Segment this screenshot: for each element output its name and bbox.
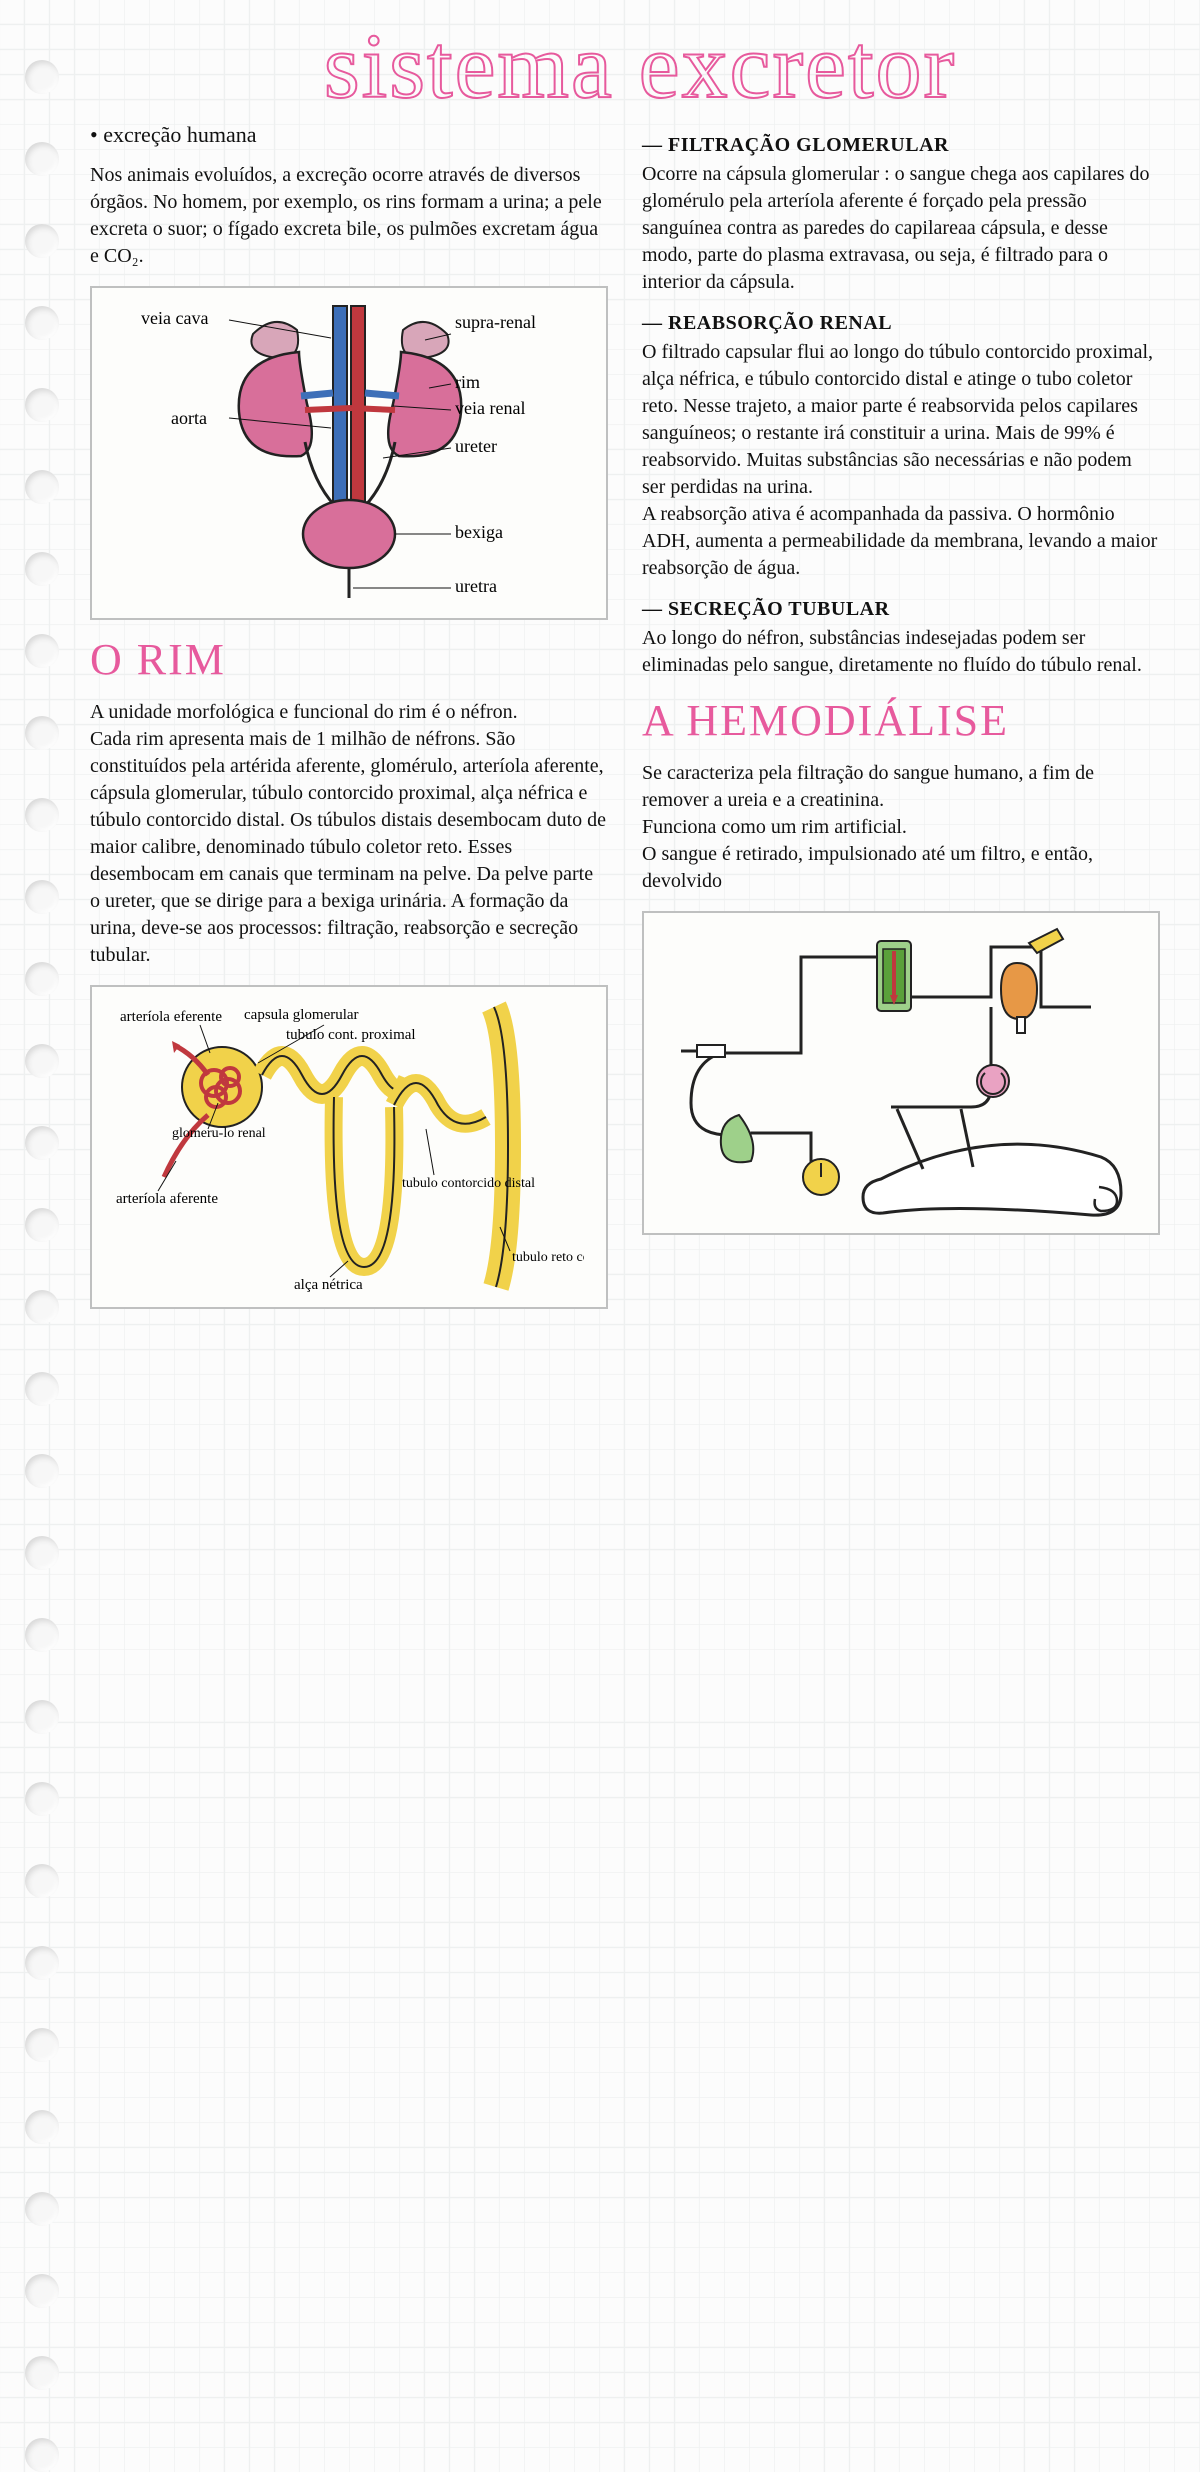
paragraph-hemodialise: Se caracteriza pela filtração do sangue …	[642, 760, 1160, 895]
label-capsula: capsula glomerular	[244, 1007, 359, 1023]
label-veia-cava: veia cava	[141, 308, 208, 328]
label-art-eferente: arteríola eferente	[120, 1009, 222, 1025]
content-columns: • excreção humana Nos animais evoluídos,…	[90, 122, 1160, 1323]
figure-urinary-system: veia cava aorta supra-renal rim veia ren…	[90, 286, 608, 620]
figure-hemodialysis	[642, 911, 1160, 1235]
subhead-filtracao: — FILTRAÇÃO GLOMERULAR	[642, 134, 1160, 157]
label-veia-renal: veia renal	[455, 398, 525, 418]
spiral-holes	[25, 60, 59, 2472]
left-column: • excreção humana Nos animais evoluídos,…	[90, 122, 608, 1323]
label-bexiga: bexiga	[455, 522, 503, 542]
paragraph-filtracao: Ocorre na cápsula glomerular : o sangue …	[642, 161, 1160, 296]
figure-nephron: arteríola eferente capsula glomerular tu…	[90, 985, 608, 1309]
right-column: — FILTRAÇÃO GLOMERULAR Ocorre na cápsula…	[642, 122, 1160, 1323]
subhead-secrecao: — SECREÇÃO TUBULAR	[642, 598, 1160, 621]
label-supra-renal: supra-renal	[455, 312, 536, 332]
subhead-reabsorcao: — REABSORÇÃO RENAL	[642, 312, 1160, 335]
page-title: sistema excretor	[100, 20, 1180, 112]
intro-paragraph: Nos animais evoluídos, a excreção ocorre…	[90, 162, 608, 270]
label-rim: rim	[455, 372, 480, 392]
paragraph-rim: A unidade morfológica e funcional do rim…	[90, 699, 608, 969]
label-uretra: uretra	[455, 576, 497, 596]
label-tub-distal: tubulo contorcido distal	[402, 1176, 535, 1191]
paragraph-secrecao: Ao longo do néfron, substâncias indeseja…	[642, 625, 1160, 679]
label-glomerulo: glomeru-lo renal	[172, 1126, 266, 1141]
paragraph-reabsorcao: O filtrado capsular flui ao longo do túb…	[642, 339, 1160, 582]
label-art-aferente: arteríola aferente	[116, 1191, 218, 1207]
bullet-excrecao: • excreção humana	[90, 122, 608, 148]
label-alca: alça nétrica	[294, 1277, 363, 1293]
hemodialysis-svg	[661, 923, 1141, 1223]
label-aorta: aorta	[171, 408, 207, 428]
label-tub-coletor: tubulo reto coletor	[512, 1250, 584, 1265]
heading-hemodialise: A HEMODIÁLISE	[642, 695, 1160, 746]
heading-o-rim: O RIM	[90, 634, 608, 685]
nephron-svg: arteríola eferente capsula glomerular tu…	[114, 997, 584, 1297]
label-tub-proximal: tubulo cont. proximal	[286, 1027, 416, 1043]
urinary-system-svg: veia cava aorta supra-renal rim veia ren…	[129, 298, 569, 608]
label-ureter: ureter	[455, 436, 497, 456]
